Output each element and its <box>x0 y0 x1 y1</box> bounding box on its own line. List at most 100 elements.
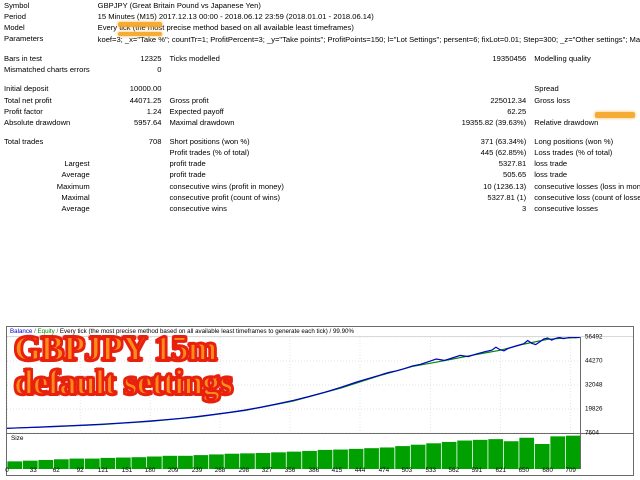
size-bar <box>131 457 147 469</box>
largest-label: Largest <box>64 159 90 169</box>
modelling-quality-label: Modelling quality <box>534 54 591 64</box>
average-label: Average <box>61 170 90 180</box>
x-axis-label: 503 <box>401 467 413 474</box>
chart-y-axis: 56492 44270 32048 19826 7604 <box>580 334 633 437</box>
size-bar <box>69 458 85 469</box>
table-row-absolute-drawdown: Absolute drawdown 5957.64 Maximal drawdo… <box>0 117 640 129</box>
loss-trades-pair: Loss trades (% of total) 263 (37.15%) <box>530 148 640 159</box>
x-axis-label: 533 <box>425 467 436 474</box>
x-axis-label: 386 <box>308 467 320 474</box>
x-axis-label: 121 <box>97 467 109 474</box>
x-axis-label: 591 <box>471 467 483 474</box>
initial-deposit-spacer2 <box>392 84 530 95</box>
maximum-blank <box>94 181 166 192</box>
x-axis-label: 180 <box>144 467 156 474</box>
largest-blank <box>94 159 166 170</box>
y-axis-label: 32048 <box>585 381 603 389</box>
chart-header: Balance / Equity / Every tick (the most … <box>7 327 633 337</box>
model-value: Every tick (the most precise method base… <box>97 22 354 32</box>
maximal-consecutive-loss-pair: consecutive loss (count of losses) -6040… <box>530 192 640 203</box>
gross-profit-value: 225012.34 <box>490 95 527 105</box>
size-bar <box>565 435 581 469</box>
equity-chart: Balance / Equity / Every tick (the most … <box>6 326 634 476</box>
largest-loss-trade-label: loss trade <box>534 159 568 169</box>
x-axis-label: 621 <box>495 467 506 474</box>
chart-gridlines <box>7 337 581 433</box>
size-bar <box>333 449 348 469</box>
size-bar <box>457 440 472 469</box>
x-axis-label: 239 <box>191 467 203 474</box>
maximal-consecutive-loss-label: consecutive loss (count of losses) <box>534 192 640 202</box>
size-bar <box>395 446 410 469</box>
x-axis-label: 298 <box>238 467 250 474</box>
balance-line <box>7 337 581 429</box>
table-row-profit-factor: Profit factor 1.24 Expected payoff 62.25 <box>0 106 640 117</box>
profit-trades-value: 445 (62.85%) <box>480 148 527 158</box>
largest-loss-trade-pair: loss trade -6040.72 <box>530 159 640 170</box>
profit-trades-blank <box>0 148 94 159</box>
average-blank <box>94 170 166 181</box>
parameters-label: Parameters <box>4 34 44 44</box>
initial-deposit-label: Initial deposit <box>4 84 49 94</box>
symbol-value: GBPJPY (Great Britain Pound vs Japanese … <box>97 0 261 10</box>
size-bar <box>348 448 364 469</box>
long-positions-pair: Long positions (won %) 337 (62.31%) <box>530 136 640 147</box>
size-bar <box>302 450 317 469</box>
table-row-average: Average profit trade 505.65 loss trade -… <box>0 170 640 181</box>
long-positions-label: Long positions (won %) <box>534 137 614 147</box>
relative-drawdown-label: Relative drawdown <box>534 117 599 127</box>
initial-deposit-value: 10000.00 <box>129 84 162 94</box>
y-axis-label: 7604 <box>585 429 600 437</box>
profit-factor-value: 1.24 <box>146 106 162 116</box>
size-bar <box>22 460 38 469</box>
average-profit-trade-label: profit trade <box>169 170 206 180</box>
row-spacer-2 <box>0 77 640 84</box>
size-bar <box>162 455 178 469</box>
parameters-value: koef=3; _x="Take %"; countTr=1; ProfitPe… <box>97 35 640 45</box>
max-consecutive-wins-value: 10 (1236.13) <box>483 181 527 191</box>
size-bar <box>84 458 100 469</box>
size-bar <box>53 459 69 469</box>
x-axis-label: 151 <box>121 467 133 474</box>
profit-trades-label: Profit trades (% of total) <box>169 148 250 158</box>
x-axis-label: 209 <box>167 467 179 474</box>
chart-legend-equity[interactable]: Equity <box>37 328 55 335</box>
x-axis-label: 62 <box>52 467 60 474</box>
gross-loss-label: Gross loss <box>534 95 571 105</box>
size-bar <box>519 437 535 469</box>
maximal-label: Maximal <box>61 192 90 202</box>
table-row-bars-in-test: Bars in test 12325 Ticks modelled 193504… <box>0 54 640 65</box>
x-axis-label: 33 <box>29 467 37 474</box>
size-bar <box>472 439 488 469</box>
average-loss-trade-label: loss trade <box>534 170 568 180</box>
size-bar <box>379 447 395 469</box>
profit-factor-label: Profit factor <box>4 106 43 116</box>
table-row-maximum: Maximum consecutive wins (profit in mone… <box>0 181 640 192</box>
size-panel: Size <box>7 434 633 469</box>
average-profit-trade-value: 505.65 <box>502 170 527 180</box>
x-axis-label: 650 <box>518 467 530 474</box>
size-bars-svg <box>7 435 581 469</box>
size-bar <box>255 453 271 469</box>
table-row-initial-deposit: Initial deposit 10000.00 Spread Current … <box>0 84 640 95</box>
chart-legend-balance[interactable]: Balance <box>10 328 33 335</box>
ticks-modelled-value: 19350456 <box>492 54 527 64</box>
maximal-drawdown-value: 19355.82 (39.63%) <box>461 117 527 127</box>
table-row-profit-trades: Profit trades (% of total) 445 (62.85%) … <box>0 148 640 159</box>
profit-trades-blank2 <box>94 148 166 159</box>
size-bar <box>147 456 162 469</box>
size-bar <box>209 454 224 469</box>
bars-in-test-label: Bars in test <box>4 54 42 64</box>
total-net-profit-value: 44071.25 <box>129 95 162 105</box>
short-positions-label: Short positions (won %) <box>169 137 250 147</box>
largest-profit-trade-value: 5327.81 <box>498 159 527 169</box>
total-trades-label: Total trades <box>4 137 44 147</box>
report-summary-table: Symbol GBPJPY (Great Britain Pound vs Ja… <box>0 0 640 215</box>
x-axis-label: 0 <box>5 467 9 474</box>
x-axis-label: 356 <box>284 467 296 474</box>
short-positions-value: 371 (63.34%) <box>480 137 527 147</box>
table-row-maximal: Maximal consecutive profit (count of win… <box>0 192 640 203</box>
highlight-mark-modelling-quality <box>595 112 635 118</box>
size-bar <box>317 449 333 469</box>
max-consecutive-losses-label: consecutive losses (loss in money) <box>534 181 640 191</box>
